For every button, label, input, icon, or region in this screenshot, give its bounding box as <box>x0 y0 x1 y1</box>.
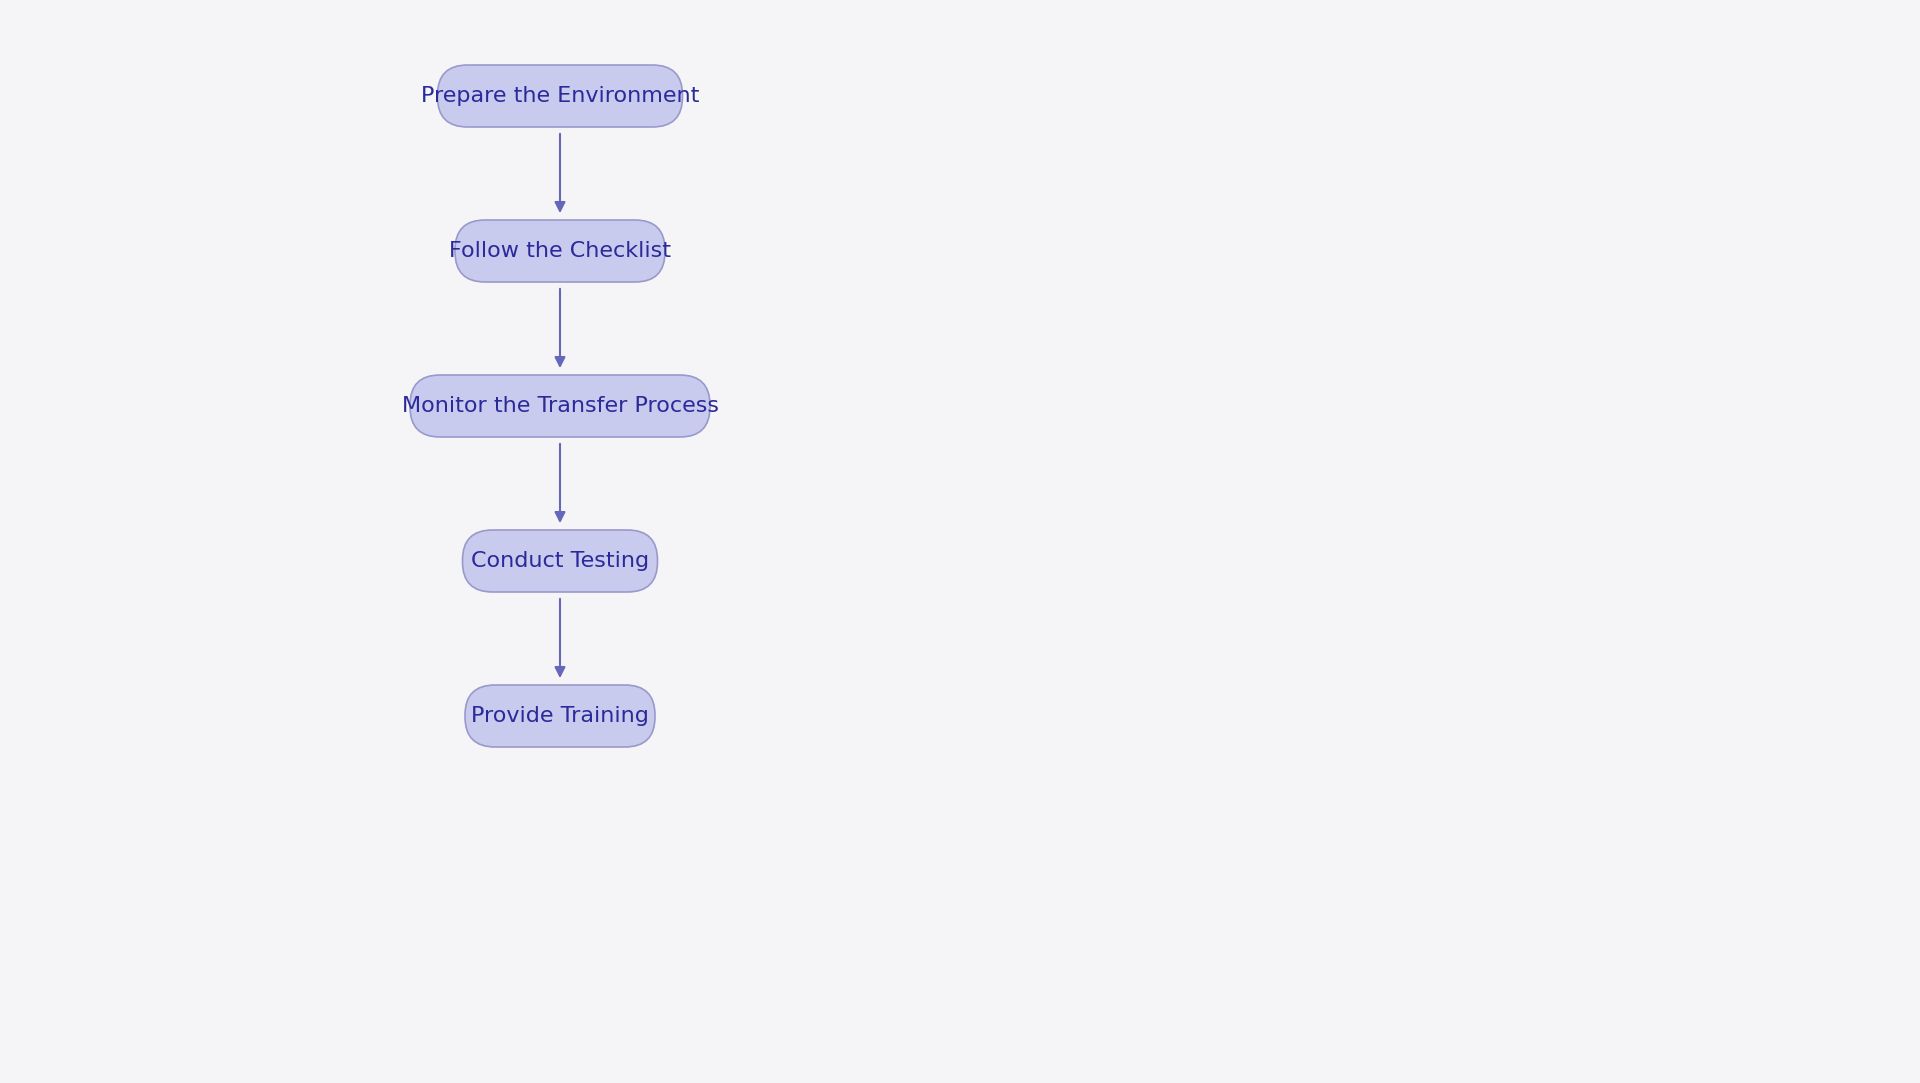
FancyBboxPatch shape <box>455 220 664 282</box>
Text: Prepare the Environment: Prepare the Environment <box>420 86 699 106</box>
Text: Monitor the Transfer Process: Monitor the Transfer Process <box>401 396 718 416</box>
FancyBboxPatch shape <box>411 375 710 438</box>
Text: Provide Training: Provide Training <box>470 706 649 726</box>
FancyBboxPatch shape <box>463 530 657 592</box>
FancyBboxPatch shape <box>465 686 655 747</box>
Text: Conduct Testing: Conduct Testing <box>470 551 649 571</box>
FancyBboxPatch shape <box>438 65 682 127</box>
Text: Follow the Checklist: Follow the Checklist <box>449 242 670 261</box>
